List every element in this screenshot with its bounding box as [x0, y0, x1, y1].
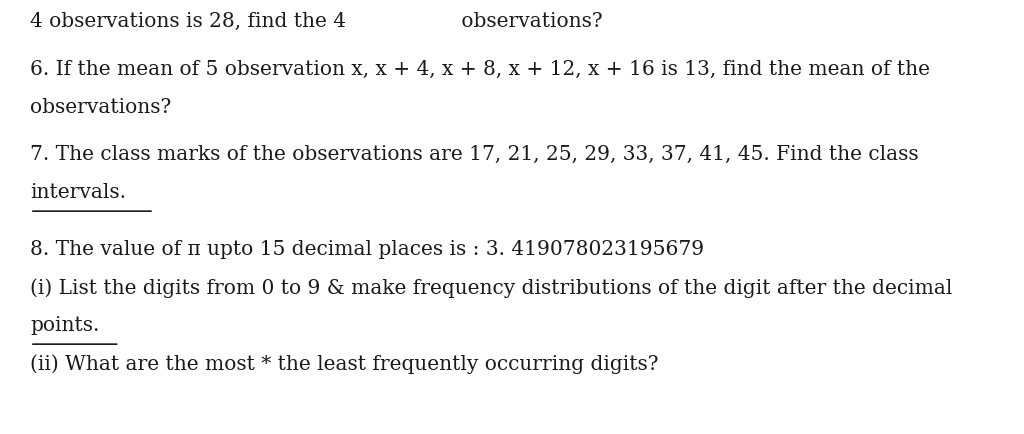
Text: 4 observations is 28, find the 4: 4 observations is 28, find the 4	[30, 12, 346, 31]
Text: 8. The value of π upto 15 decimal places is : 3. 419078023195679: 8. The value of π upto 15 decimal places…	[30, 240, 705, 259]
Text: 6. If the mean of 5 observation x, x + 4, x + 8, x + 12, x + 16 is 13, find the : 6. If the mean of 5 observation x, x + 4…	[30, 60, 930, 79]
Text: (i) List the digits from 0 to 9 & make frequency distributions of the digit afte: (i) List the digits from 0 to 9 & make f…	[30, 278, 952, 298]
Text: (ii) What are the most * the least frequently occurring digits?: (ii) What are the most * the least frequ…	[30, 354, 658, 374]
Text: 7. The class marks of the observations are 17, 21, 25, 29, 33, 37, 41, 45. Find : 7. The class marks of the observations a…	[30, 145, 919, 164]
Text: intervals.: intervals.	[30, 183, 126, 202]
Text: points.: points.	[30, 316, 99, 335]
Text: observations?: observations?	[30, 98, 171, 117]
Text: observations?: observations?	[455, 12, 602, 31]
Text: th: th	[437, 0, 451, 1]
